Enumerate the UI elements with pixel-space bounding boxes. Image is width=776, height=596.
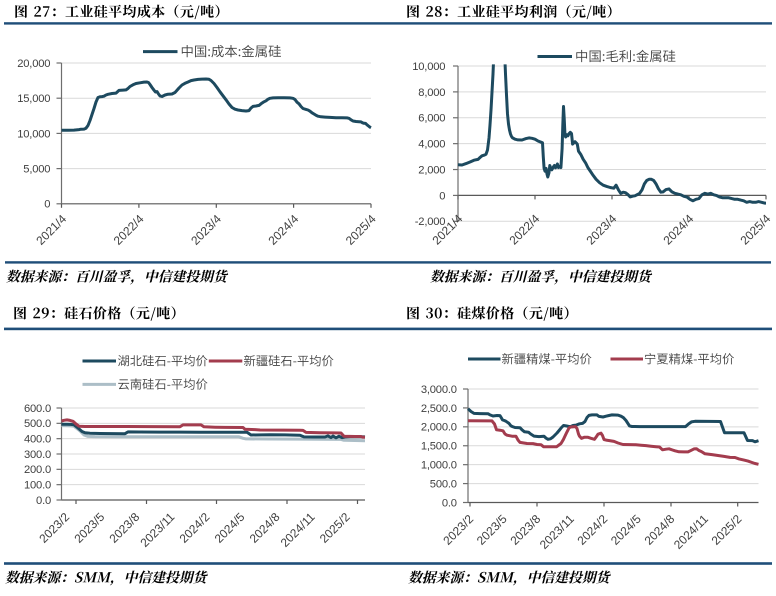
svg-text:100.0: 100.0 (24, 480, 51, 492)
svg-text:200.0: 200.0 (24, 464, 51, 476)
svg-text:0.0: 0.0 (442, 497, 457, 509)
svg-text:2025/2: 2025/2 (317, 510, 353, 546)
svg-text:2024/11: 2024/11 (671, 512, 711, 552)
svg-text:1,000.0: 1,000.0 (421, 460, 457, 472)
svg-text:2022/4: 2022/4 (111, 212, 147, 248)
svg-text:3,000.0: 3,000.0 (421, 384, 457, 396)
svg-text:2023/4: 2023/4 (188, 212, 224, 248)
svg-text:0.0: 0.0 (36, 495, 51, 507)
svg-text:2024/2: 2024/2 (177, 510, 213, 546)
svg-text:2025/4: 2025/4 (343, 212, 379, 248)
svg-text:2024/5: 2024/5 (212, 510, 248, 546)
svg-text:2023/5: 2023/5 (474, 512, 510, 548)
svg-text:500.0: 500.0 (430, 478, 457, 490)
svg-text:2024/2: 2024/2 (574, 512, 610, 548)
svg-text:15,000: 15,000 (17, 93, 50, 105)
svg-text:2023/5: 2023/5 (71, 510, 107, 546)
svg-text:20,000: 20,000 (17, 58, 50, 70)
svg-text:2,000: 2,000 (418, 164, 445, 176)
svg-text:2024/4: 2024/4 (265, 212, 301, 248)
svg-text:0: 0 (439, 190, 445, 202)
svg-text:0: 0 (44, 199, 50, 211)
svg-text:2,000.0: 2,000.0 (421, 422, 457, 434)
svg-text:2023/11: 2023/11 (137, 510, 177, 550)
svg-text:10,000: 10,000 (412, 61, 445, 73)
svg-text:400.0: 400.0 (24, 434, 51, 446)
svg-text:5,000: 5,000 (23, 164, 50, 176)
svg-text:2023/11: 2023/11 (537, 512, 577, 552)
svg-text:2023/2: 2023/2 (36, 510, 72, 546)
svg-text:2024/5: 2024/5 (608, 512, 644, 548)
svg-text:8,000: 8,000 (418, 87, 445, 99)
svg-text:600.0: 600.0 (24, 403, 51, 415)
svg-text:300.0: 300.0 (24, 449, 51, 461)
svg-text:2021/4: 2021/4 (33, 212, 69, 248)
svg-text:2024/11: 2024/11 (278, 510, 318, 550)
svg-text:2025/2: 2025/2 (709, 512, 745, 548)
svg-text:2023/2: 2023/2 (440, 512, 476, 548)
svg-text:2025/4: 2025/4 (737, 211, 773, 247)
svg-text:2022/4: 2022/4 (506, 211, 542, 247)
svg-text:1,500.0: 1,500.0 (421, 441, 457, 453)
svg-text:500.0: 500.0 (24, 418, 51, 430)
svg-text:2023/4: 2023/4 (583, 211, 619, 247)
svg-text:2024/4: 2024/4 (660, 211, 696, 247)
svg-text:-2,000: -2,000 (415, 216, 446, 228)
svg-text:2,500.0: 2,500.0 (421, 403, 457, 415)
svg-text:6,000: 6,000 (418, 113, 445, 125)
svg-text:10,000: 10,000 (17, 128, 50, 140)
svg-text:4,000: 4,000 (418, 139, 445, 151)
